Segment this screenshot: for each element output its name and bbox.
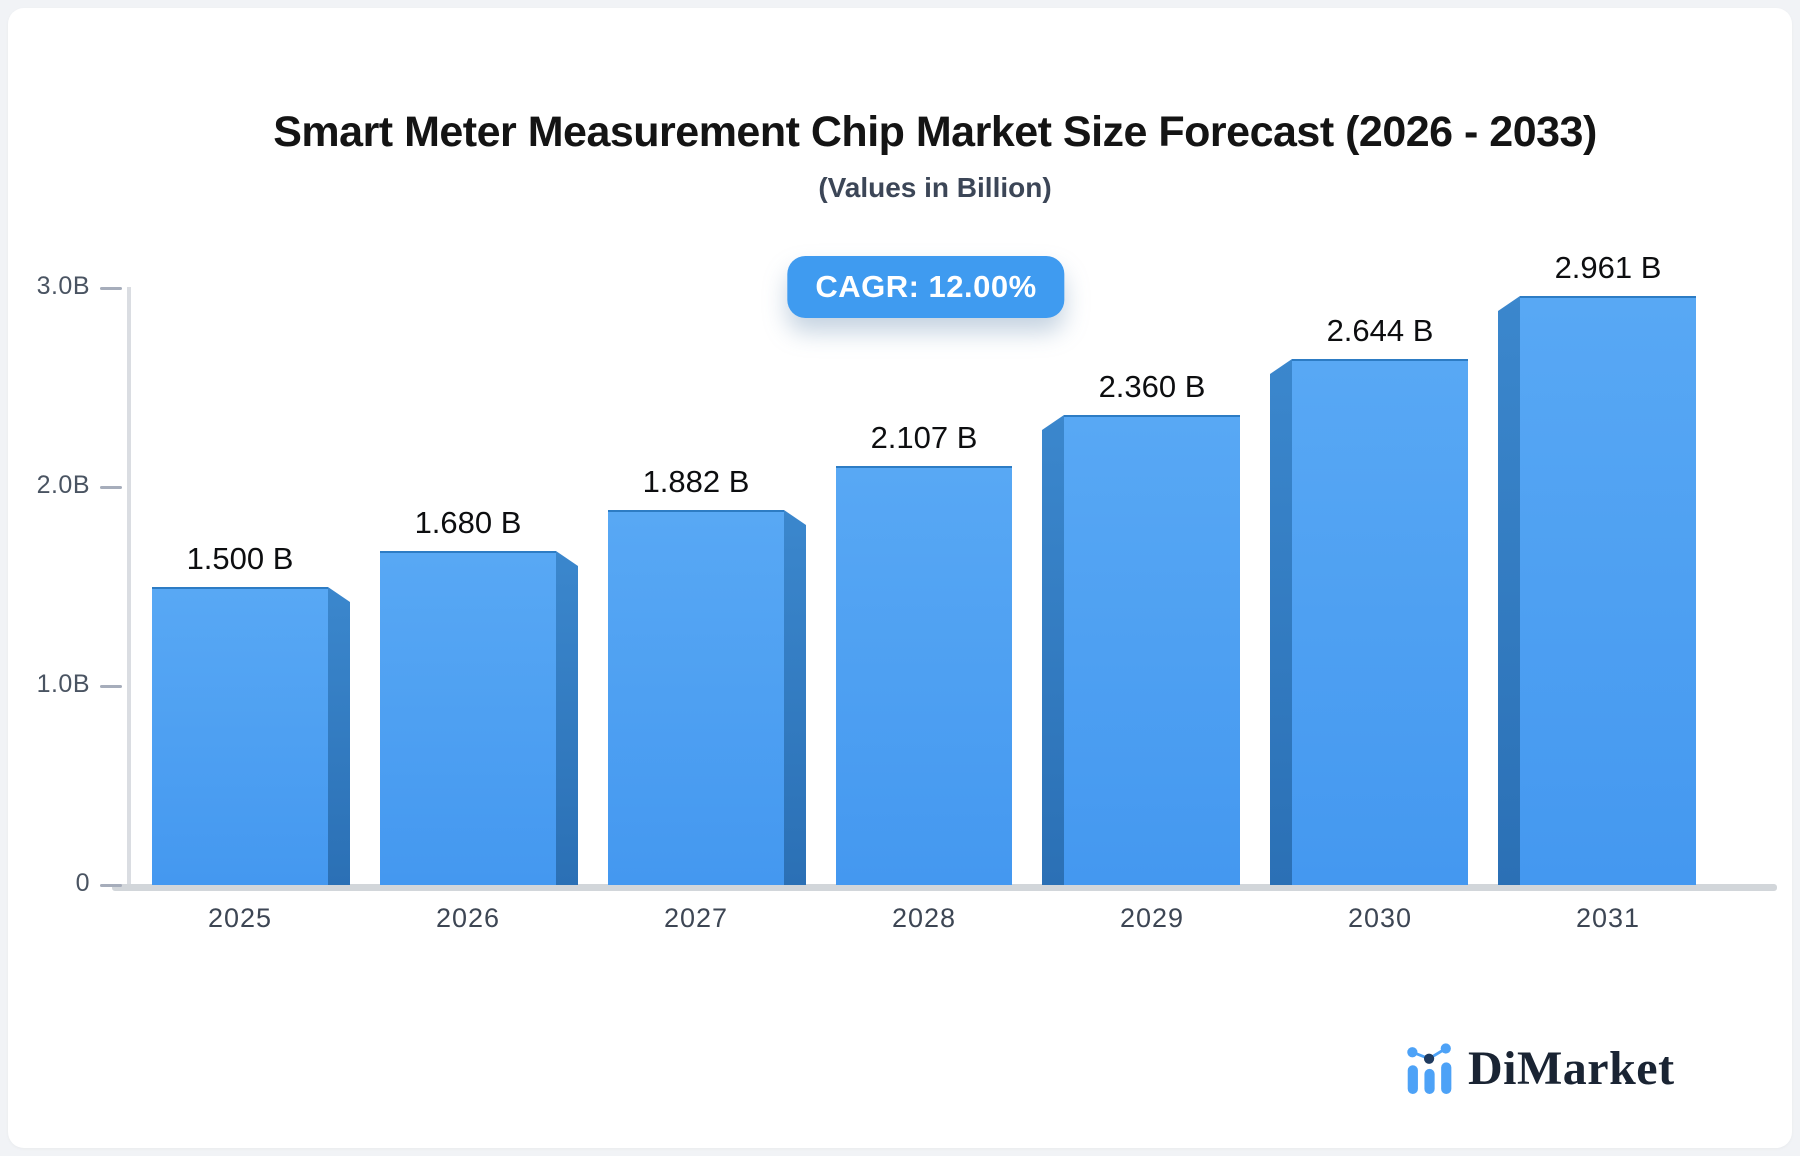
bar-side-face xyxy=(328,587,350,885)
bar xyxy=(152,587,328,885)
x-axis-year-label: 2027 xyxy=(663,903,729,933)
bar-value-label: 1.680 B xyxy=(414,505,522,540)
bar xyxy=(836,466,1012,885)
x-axis-year-label: 2031 xyxy=(1575,903,1641,933)
y-tick-mark xyxy=(100,685,122,688)
y-tick-mark xyxy=(100,287,122,290)
bar xyxy=(608,510,784,885)
bar-side-face xyxy=(1498,296,1520,885)
bar-value-label: 2.360 B xyxy=(1098,369,1206,404)
bar-value-label: 2.961 B xyxy=(1554,250,1662,285)
bar-value-label: 1.500 B xyxy=(186,541,294,576)
dimarket-logo: DiMarket xyxy=(1404,1040,1675,1096)
x-axis-year-label: 2029 xyxy=(1119,903,1185,933)
x-axis-year-label: 2030 xyxy=(1347,903,1413,933)
bar-side-face xyxy=(1270,359,1292,885)
bar-side-face xyxy=(1042,415,1064,885)
bar-side-face xyxy=(784,510,806,885)
bar xyxy=(1520,296,1696,885)
y-tick-mark xyxy=(100,486,122,489)
x-axis-year-label: 2025 xyxy=(207,903,273,933)
bar-chart-trend-icon xyxy=(1407,1043,1452,1094)
bar xyxy=(1292,359,1468,885)
y-tick-label: 3.0B xyxy=(36,272,90,300)
bar xyxy=(1064,415,1240,885)
y-tick-label: 0 xyxy=(75,869,90,897)
bar xyxy=(380,551,556,885)
bar-side-face xyxy=(556,551,578,885)
y-tick-label: 1.0B xyxy=(36,670,90,698)
x-axis-year-label: 2028 xyxy=(891,903,957,933)
y-tick-mark xyxy=(100,884,122,887)
x-axis-baseline xyxy=(112,884,1777,891)
bar-value-label: 1.882 B xyxy=(642,464,750,499)
page-subtitle: (Values in Billion) xyxy=(818,172,1052,203)
logo-text: DiMarket xyxy=(1468,1041,1675,1095)
y-axis-line xyxy=(127,287,131,887)
bar-value-label: 2.107 B xyxy=(870,420,978,455)
x-axis-year-label: 2026 xyxy=(435,903,501,933)
y-tick-label: 2.0B xyxy=(36,471,90,499)
page-title: Smart Meter Measurement Chip Market Size… xyxy=(273,108,1597,156)
bar-value-label: 2.644 B xyxy=(1326,313,1434,348)
cagr-badge: CAGR: 12.00% xyxy=(787,256,1065,318)
